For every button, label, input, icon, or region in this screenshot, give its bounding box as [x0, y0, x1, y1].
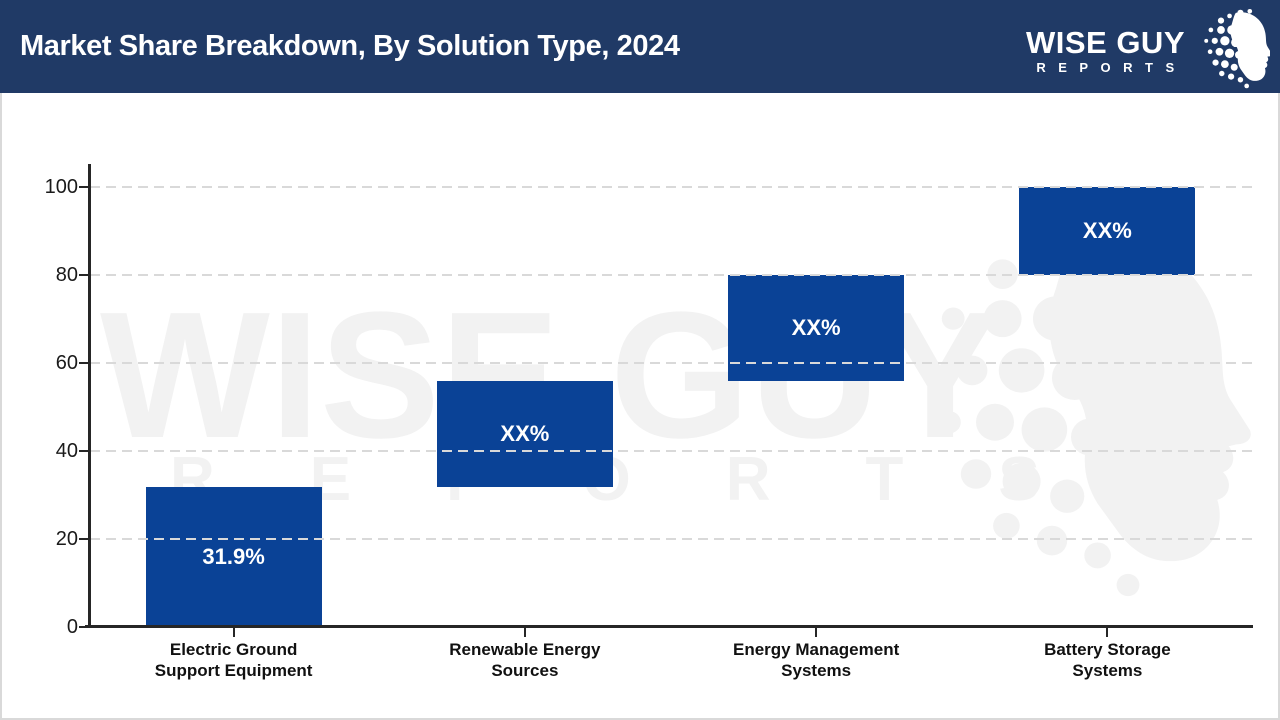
bar-value-label: 31.9%	[202, 543, 265, 569]
gridline	[90, 362, 1253, 364]
y-axis-tick-label: 80	[55, 264, 78, 286]
category-label: Renewable Energy Sources	[449, 640, 601, 680]
y-axis-line	[88, 164, 91, 628]
y-axis-tick-mark	[79, 274, 88, 276]
category-label: Electric Ground Support Equipment	[154, 640, 313, 680]
x-axis-tick-mark	[815, 628, 818, 637]
gridline	[90, 186, 1253, 188]
y-axis-tick-mark	[79, 450, 88, 452]
x-axis-tick-mark	[1106, 628, 1109, 637]
wiseguy-logo: WISE GUY REPORTS	[1002, 4, 1272, 90]
bar-segment: XX%	[1019, 187, 1196, 275]
y-axis-tick-mark	[79, 186, 88, 188]
y-axis-tick-label: 100	[44, 176, 78, 198]
category-label: Energy Management Systems	[732, 640, 900, 680]
y-axis-tick-mark	[79, 626, 88, 628]
page-title: Market Share Breakdown, By Solution Type…	[20, 30, 680, 62]
y-axis-tick-label: 40	[55, 440, 78, 462]
y-axis-tick-label: 0	[66, 616, 78, 638]
header-bar: Market Share Breakdown, By Solution Type…	[0, 0, 1280, 93]
logo-text: WISE GUY REPORTS	[1013, 26, 1198, 76]
bar-value-label: XX%	[791, 314, 841, 340]
y-axis-tick-mark	[79, 362, 88, 364]
x-axis-tick-mark	[523, 628, 526, 637]
y-axis-tick-mark	[79, 538, 88, 540]
gridline	[90, 450, 1253, 452]
category-label: Battery Storage Systems	[1044, 640, 1171, 680]
gridline	[90, 274, 1253, 276]
y-axis-tick-label: 20	[55, 528, 78, 550]
bar-value-label: XX%	[1082, 218, 1132, 243]
bar-segment: XX%	[436, 380, 613, 487]
gridline	[90, 538, 1253, 540]
logo-name: WISE GUY	[1025, 25, 1185, 60]
bar-segment: XX%	[728, 275, 905, 381]
x-axis-tick-mark	[232, 628, 235, 637]
x-axis-line	[85, 625, 1253, 628]
bar-value-label: XX%	[500, 420, 550, 446]
y-axis-tick-label: 60	[55, 352, 78, 374]
bar-segment: 31.9%	[145, 486, 322, 627]
logo-subtitle: REPORTS	[1036, 60, 1187, 75]
